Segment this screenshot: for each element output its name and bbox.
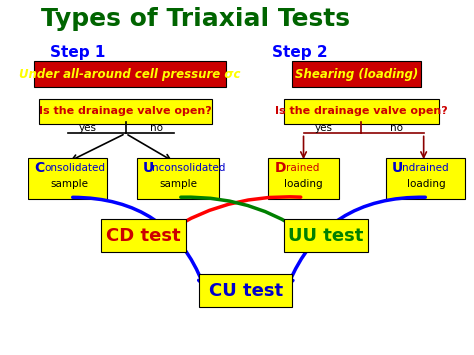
FancyBboxPatch shape	[39, 99, 212, 124]
Text: no: no	[391, 123, 403, 133]
Text: Types of Triaxial Tests: Types of Triaxial Tests	[41, 7, 350, 31]
Text: Step 2: Step 2	[273, 44, 328, 60]
Text: CD test: CD test	[106, 226, 181, 245]
Text: rained: rained	[286, 163, 319, 173]
Text: loading: loading	[407, 179, 445, 189]
Text: ndrained: ndrained	[402, 163, 449, 173]
FancyBboxPatch shape	[283, 219, 368, 252]
FancyBboxPatch shape	[199, 274, 292, 307]
Text: Is the drainage valve open?: Is the drainage valve open?	[275, 106, 448, 116]
Text: U: U	[143, 161, 154, 175]
Text: Under all-around cell pressure σc: Under all-around cell pressure σc	[19, 67, 241, 81]
Text: Step 1: Step 1	[50, 44, 105, 60]
Text: loading: loading	[284, 179, 323, 189]
FancyBboxPatch shape	[34, 61, 226, 87]
FancyBboxPatch shape	[28, 158, 107, 199]
FancyBboxPatch shape	[101, 219, 186, 252]
Text: D: D	[274, 161, 286, 175]
Text: sample: sample	[51, 179, 89, 189]
Text: Is the drainage valve open?: Is the drainage valve open?	[39, 106, 212, 116]
FancyBboxPatch shape	[292, 61, 421, 87]
FancyBboxPatch shape	[386, 158, 465, 199]
Text: C: C	[34, 161, 45, 175]
Text: U: U	[392, 161, 403, 175]
Text: yes: yes	[79, 123, 97, 133]
Text: no: no	[150, 123, 163, 133]
Text: sample: sample	[159, 179, 197, 189]
Text: yes: yes	[315, 123, 333, 133]
Text: nconsolidated: nconsolidated	[152, 163, 226, 173]
Text: CU test: CU test	[209, 282, 283, 300]
Text: UU test: UU test	[288, 226, 364, 245]
FancyBboxPatch shape	[137, 158, 219, 199]
Text: onsolidated: onsolidated	[45, 163, 106, 173]
FancyBboxPatch shape	[283, 99, 439, 124]
Text: Shearing (loading): Shearing (loading)	[295, 67, 419, 81]
FancyBboxPatch shape	[268, 158, 339, 199]
